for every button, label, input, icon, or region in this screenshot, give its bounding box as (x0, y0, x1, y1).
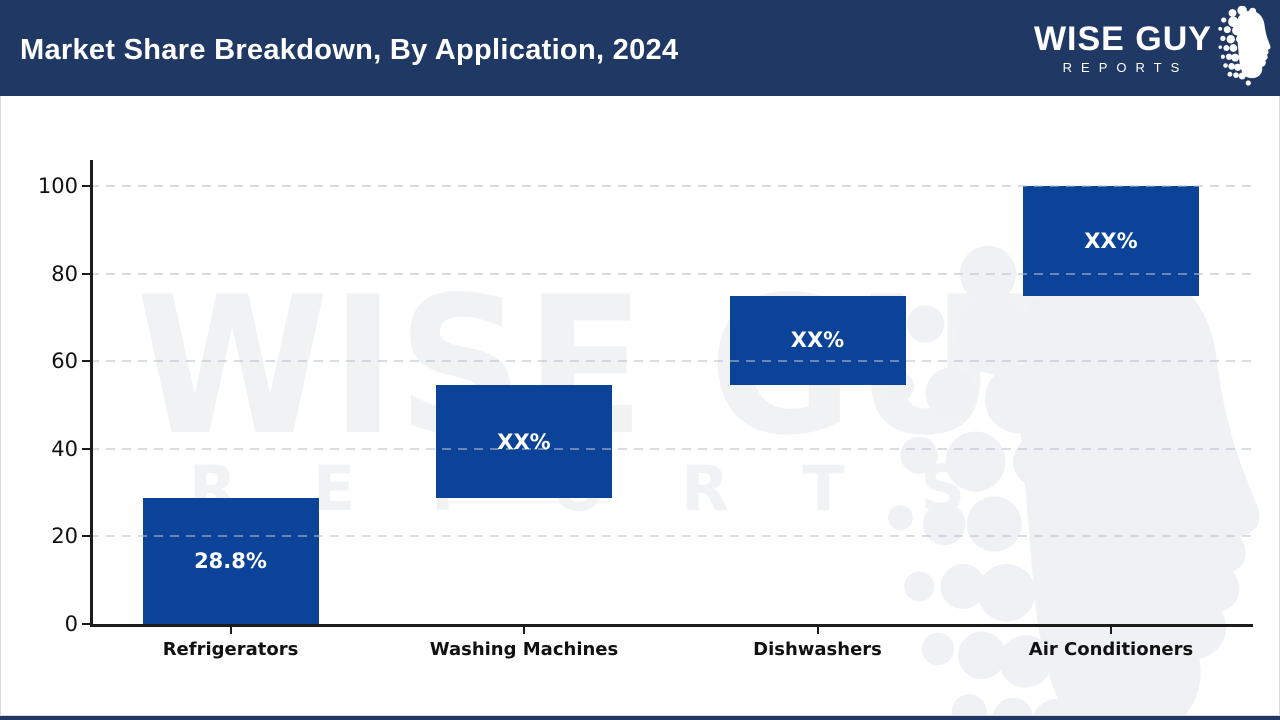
bar-washing-machines (436, 385, 612, 498)
footer-bar (0, 716, 1280, 720)
y-axis (90, 160, 93, 627)
category-label-air-conditioners: Air Conditioners (1028, 639, 1194, 660)
gridline-80 (90, 272, 1253, 275)
y-tick-label: 80 (51, 261, 78, 286)
y-tick-label: 0 (64, 612, 78, 636)
y-tick (82, 185, 90, 187)
y-tick-label: 20 (51, 524, 78, 549)
bar-value-label: XX% (1084, 228, 1138, 253)
y-tick-label: 100 (37, 174, 78, 198)
x-tick (816, 627, 819, 634)
bar-refrigerators (142, 497, 319, 624)
logo-wordmark: WISE GUY (1033, 19, 1212, 58)
wiseguy-logo: WISE GUY REPORTS (1034, 5, 1272, 91)
y-tick (82, 272, 90, 275)
x-tick (1110, 627, 1112, 634)
watermark-wordmark: WISE GUY (136, 256, 1127, 477)
category-label-washing-machines: Washing Machines (429, 639, 619, 660)
bar-value-label: 28.8% (194, 548, 267, 573)
logo-reports-label: REPORTS (1062, 59, 1189, 75)
gridline-60 (90, 360, 1253, 363)
category-label-dishwashers: Dishwashers (753, 639, 882, 660)
page-title: Market Share Breakdown, By Application, … (20, 34, 679, 66)
bar-value-label: XX% (790, 328, 845, 353)
header-bar: Market Share Breakdown, By Application, … (0, 0, 1280, 96)
gridline-100 (90, 185, 1253, 187)
bar-air-conditioners (1023, 186, 1199, 296)
x-tick (229, 627, 232, 634)
gridline-20 (90, 535, 1253, 538)
x-tick (523, 627, 525, 634)
wiseguy-logo-text: WISE GUY REPORTS (1034, 22, 1212, 75)
y-tick (82, 535, 90, 538)
y-tick (82, 447, 90, 450)
y-tick (82, 623, 90, 625)
y-tick-label: 40 (51, 436, 78, 461)
category-label-refrigerators: Refrigerators (162, 639, 299, 660)
x-axis (90, 624, 1253, 627)
y-tick-label: 60 (51, 349, 78, 374)
bar-value-label: XX% (497, 429, 551, 454)
bar-dishwashers (729, 295, 906, 386)
y-tick (82, 360, 90, 363)
gridline-40 (90, 447, 1253, 450)
